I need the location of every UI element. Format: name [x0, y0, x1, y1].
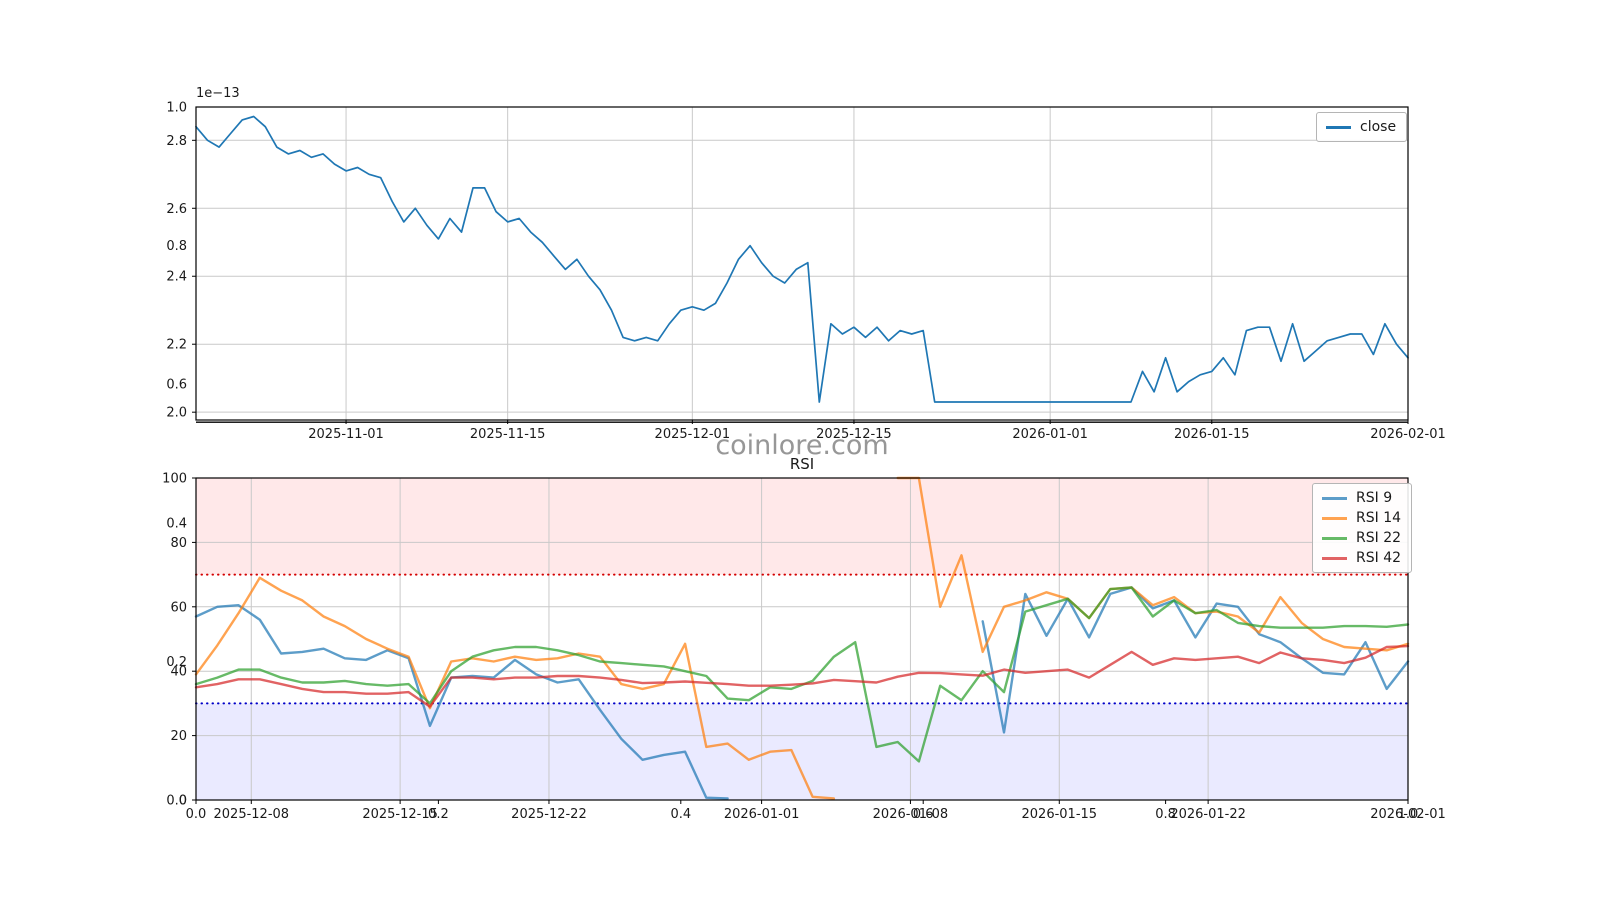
legend-label-close: close	[1360, 119, 1397, 135]
axes-spine	[195, 477, 1409, 801]
overlay-x-tick-label: 0.8	[1155, 807, 1176, 822]
y-tick-label: 0	[179, 794, 187, 809]
x-tick-label: 2026-02-01	[1370, 807, 1446, 822]
x-tick-label: 2026-01-22	[1170, 807, 1246, 822]
y-tick-label: 2.0	[166, 406, 187, 421]
legend-entry-rsi-9: RSI 9	[1322, 488, 1401, 508]
overlay-y-tick-label: 0.6	[166, 378, 187, 393]
close-line-swatch	[1326, 125, 1351, 129]
legend-entry-rsi-42: RSI 42	[1322, 548, 1401, 568]
x-tick-label: 2026-01-08	[873, 807, 949, 822]
y-tick-label: 100	[162, 472, 187, 487]
legend-close: close	[1316, 112, 1408, 142]
x-tick-label: 2026-01-15	[1022, 807, 1098, 822]
overlay-y-tick-label: 0.2	[166, 655, 187, 670]
y-tick-label: 2.8	[166, 134, 187, 149]
rsi-22-line-swatch	[1322, 536, 1347, 540]
rsi-9-line-swatch	[1322, 496, 1347, 500]
legend-entry-rsi-14: RSI 14	[1322, 508, 1401, 528]
y-tick-label: 20	[170, 729, 187, 744]
oversold-band	[196, 703, 1408, 800]
x-tick-label: 2026-01-01	[1012, 427, 1088, 442]
x-tick-label: 2025-11-01	[308, 427, 384, 442]
y-tick-label: 60	[170, 600, 187, 615]
overlay-x-tick-label: 1.0	[1398, 807, 1419, 822]
legend-label-rsi-42: RSI 42	[1356, 550, 1402, 566]
overlay-x-tick-label: 0.0	[186, 807, 207, 822]
legend-rsi: RSI 9 RSI 14 RSI 22 RSI 42	[1312, 483, 1413, 573]
series-line-rsi-42	[194, 644, 1410, 708]
overlay-y-tick-label: 0.0	[166, 794, 187, 809]
overlay-x-tick-label: 0.2	[428, 807, 449, 822]
x-tick-label: 2025-12-01	[655, 427, 731, 442]
rsi-14-line-swatch	[1322, 516, 1347, 520]
series-line-close	[195, 115, 1409, 403]
legend-label-rsi-14: RSI 14	[1356, 510, 1402, 526]
y-tick-label: 2.2	[166, 338, 187, 353]
legend-entry-rsi-22: RSI 22	[1322, 528, 1401, 548]
overbought-band	[196, 478, 1408, 575]
x-tick-label: 2026-01-01	[724, 807, 800, 822]
overlay-x-tick-label: 0.6	[913, 807, 934, 822]
y-tick-label: 2.4	[166, 270, 187, 285]
x-tick-label: 2026-02-01	[1370, 427, 1446, 442]
legend-label-rsi-9: RSI 9	[1356, 490, 1393, 506]
x-tick-label: 2026-01-15	[1174, 427, 1250, 442]
x-tick-label: 2025-12-08	[214, 807, 290, 822]
legend-label-rsi-22: RSI 22	[1356, 530, 1402, 546]
x-tick-label: 2025-12-22	[511, 807, 587, 822]
overlay-x-tick-label: 0.4	[670, 807, 691, 822]
axes-spine	[195, 106, 1409, 421]
rsi-42-line-swatch	[1322, 556, 1347, 560]
overlay-y-tick-label: 0.4	[166, 516, 187, 531]
legend-entry-close: close	[1326, 117, 1396, 137]
series-line-rsi-14	[194, 476, 1410, 800]
x-tick-label: 2025-12-15	[362, 807, 438, 822]
x-tick-label: 2025-11-15	[470, 427, 546, 442]
rsi-chart-title: RSI	[789, 455, 815, 473]
y-tick-label: 2.6	[166, 202, 187, 217]
y-tick-label: 40	[170, 665, 187, 680]
y-tick-label: 80	[170, 536, 187, 551]
x-tick-label: 2025-12-15	[816, 427, 892, 442]
watermark: coinlore.com	[715, 430, 889, 461]
overlay-y-tick-label: 1.0	[166, 101, 187, 116]
y-axis-offset-label: 1e−13	[196, 86, 240, 101]
overlay-y-tick-label: 0.8	[166, 239, 187, 254]
